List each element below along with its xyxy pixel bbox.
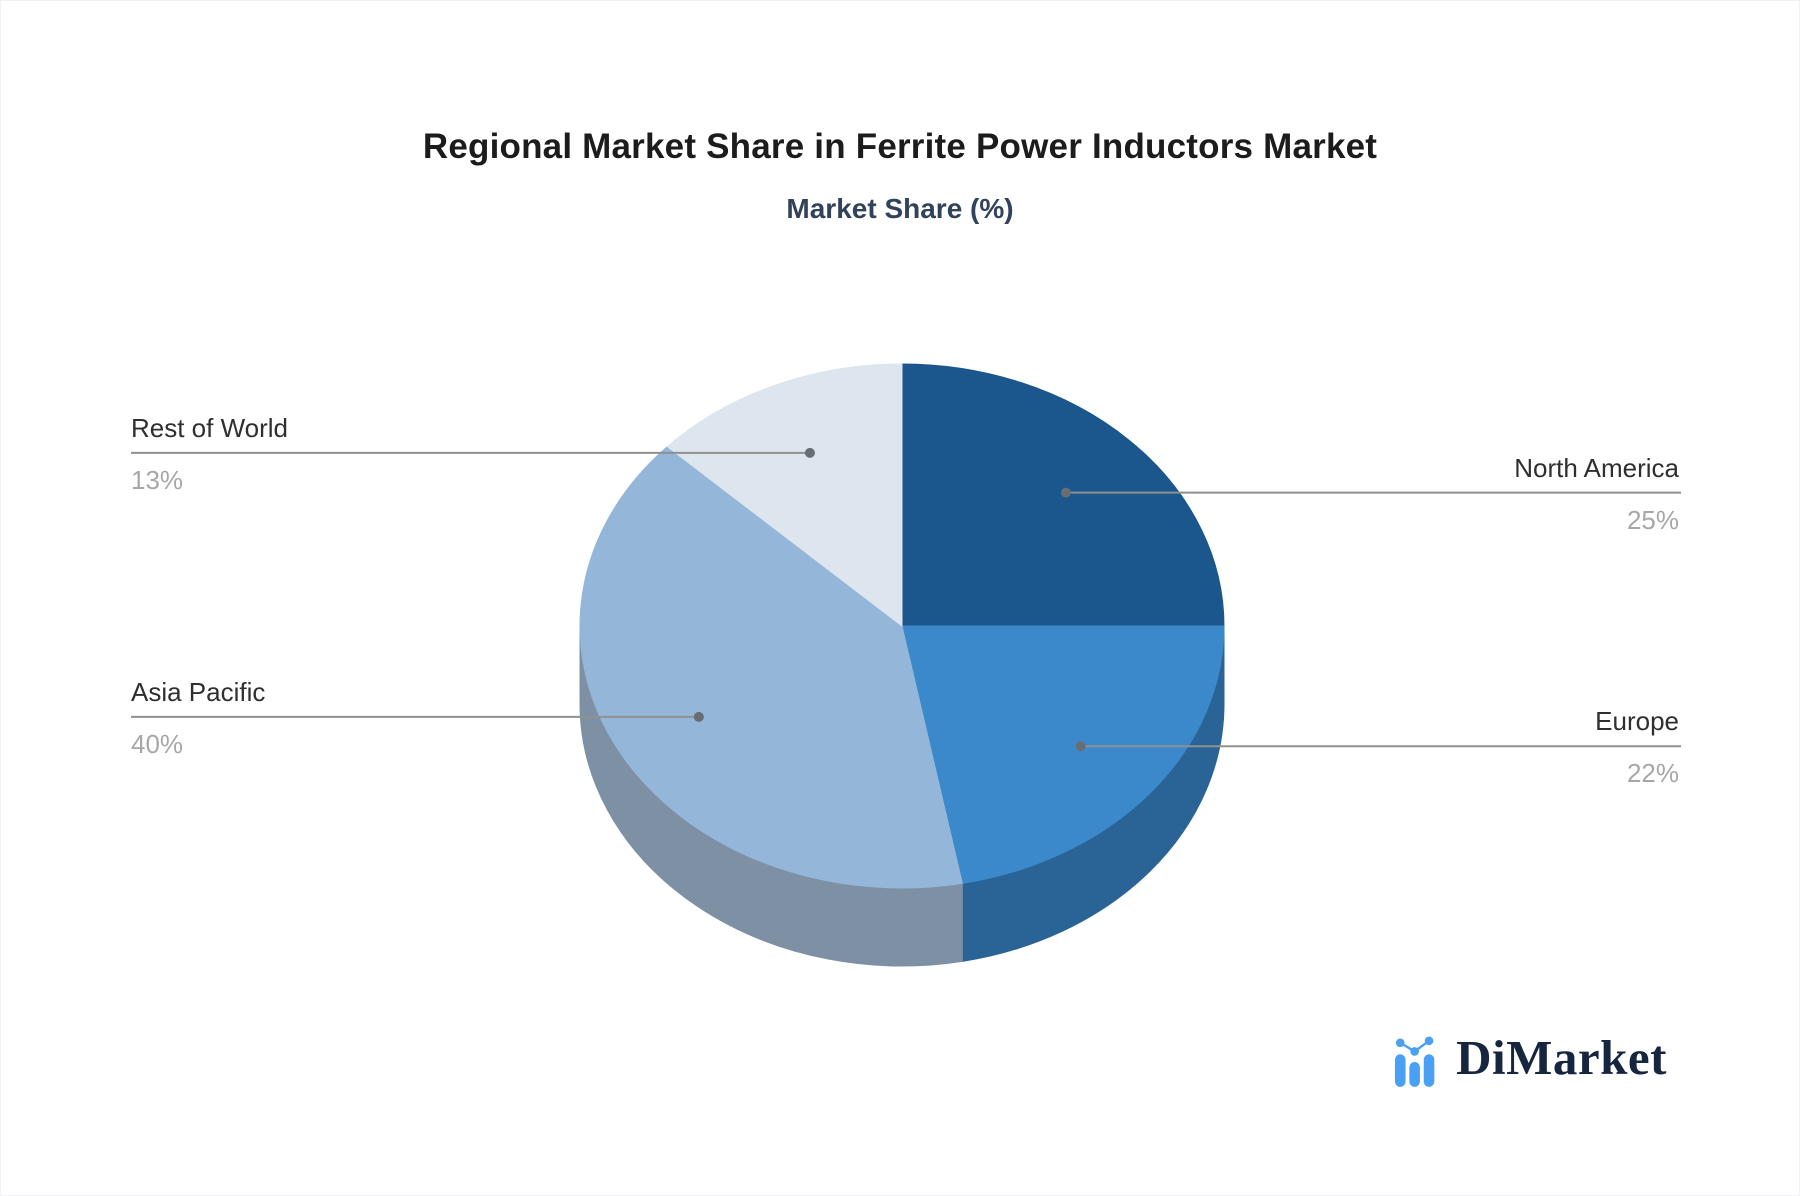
chart-title: Regional Market Share in Ferrite Power I… bbox=[422, 127, 1378, 166]
leader-dot-north-america bbox=[1060, 487, 1071, 498]
slice-label-value: 13% bbox=[131, 464, 184, 495]
brand-name: DiMarket bbox=[1456, 1030, 1667, 1085]
pie-slice-asia-pacific[interactable] bbox=[579, 446, 963, 889]
leader-dot-europe bbox=[1075, 741, 1086, 752]
brand-logo: DiMarket bbox=[1394, 1029, 1667, 1087]
bar-line-chart-icon bbox=[1395, 1036, 1435, 1087]
pie-slice-europe[interactable] bbox=[901, 625, 1225, 884]
slice-label-value: 22% bbox=[1626, 758, 1679, 789]
slice-label-value: 25% bbox=[1626, 504, 1679, 535]
slice-label-name: Asia Pacific bbox=[131, 676, 266, 707]
pie-slice-rest-of-world[interactable] bbox=[666, 363, 903, 628]
leader-dot-asia-pacific bbox=[693, 711, 704, 722]
slice-label-value: 40% bbox=[131, 728, 184, 759]
slice-label-name: Rest of World bbox=[131, 412, 289, 443]
slice-label-name: North America bbox=[1514, 452, 1679, 483]
chart-subtitle: Market Share (%) bbox=[786, 193, 1014, 224]
leader-dot-rest-of-world bbox=[804, 447, 815, 458]
slice-label-name: Europe bbox=[1595, 706, 1679, 737]
